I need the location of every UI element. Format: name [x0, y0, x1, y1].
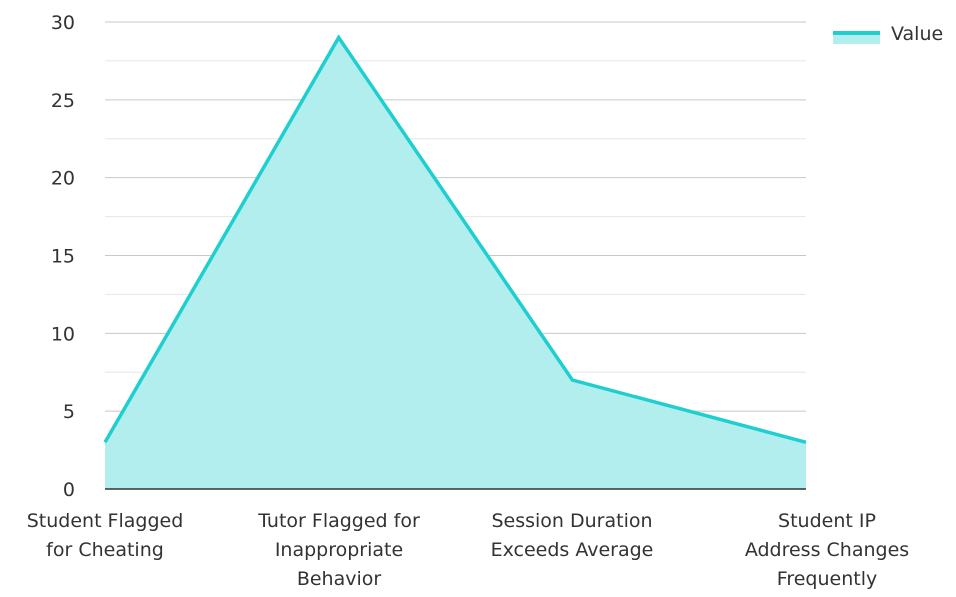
axes: 0 5 10 15 20 25 30 Student Flagged for Cheating T…	[27, 12, 909, 590]
y-tick-label: 0	[63, 479, 75, 501]
plot-area	[103, 34, 807, 490]
series-line	[103, 34, 807, 444]
x-category-label: Tutor Flagged for Inappropriate Behavior	[257, 510, 420, 590]
y-tick-label: 15	[51, 246, 75, 268]
area-fill	[105, 37, 806, 490]
legend-label: Value	[891, 23, 943, 45]
x-category-label: Session Duration Exceeds Average	[491, 510, 654, 561]
y-tick-label: 20	[51, 168, 75, 190]
x-category-label: Student IP Address Changes Frequently	[745, 510, 909, 590]
y-tick-label: 5	[63, 401, 75, 423]
y-tick-label: 30	[51, 12, 75, 34]
legend: Value	[833, 23, 943, 45]
legend-swatch-fill	[833, 35, 880, 44]
y-tick-label: 10	[51, 323, 75, 345]
x-category-label: Student Flagged for Cheating	[27, 510, 184, 561]
y-tick-label: 25	[51, 90, 75, 112]
